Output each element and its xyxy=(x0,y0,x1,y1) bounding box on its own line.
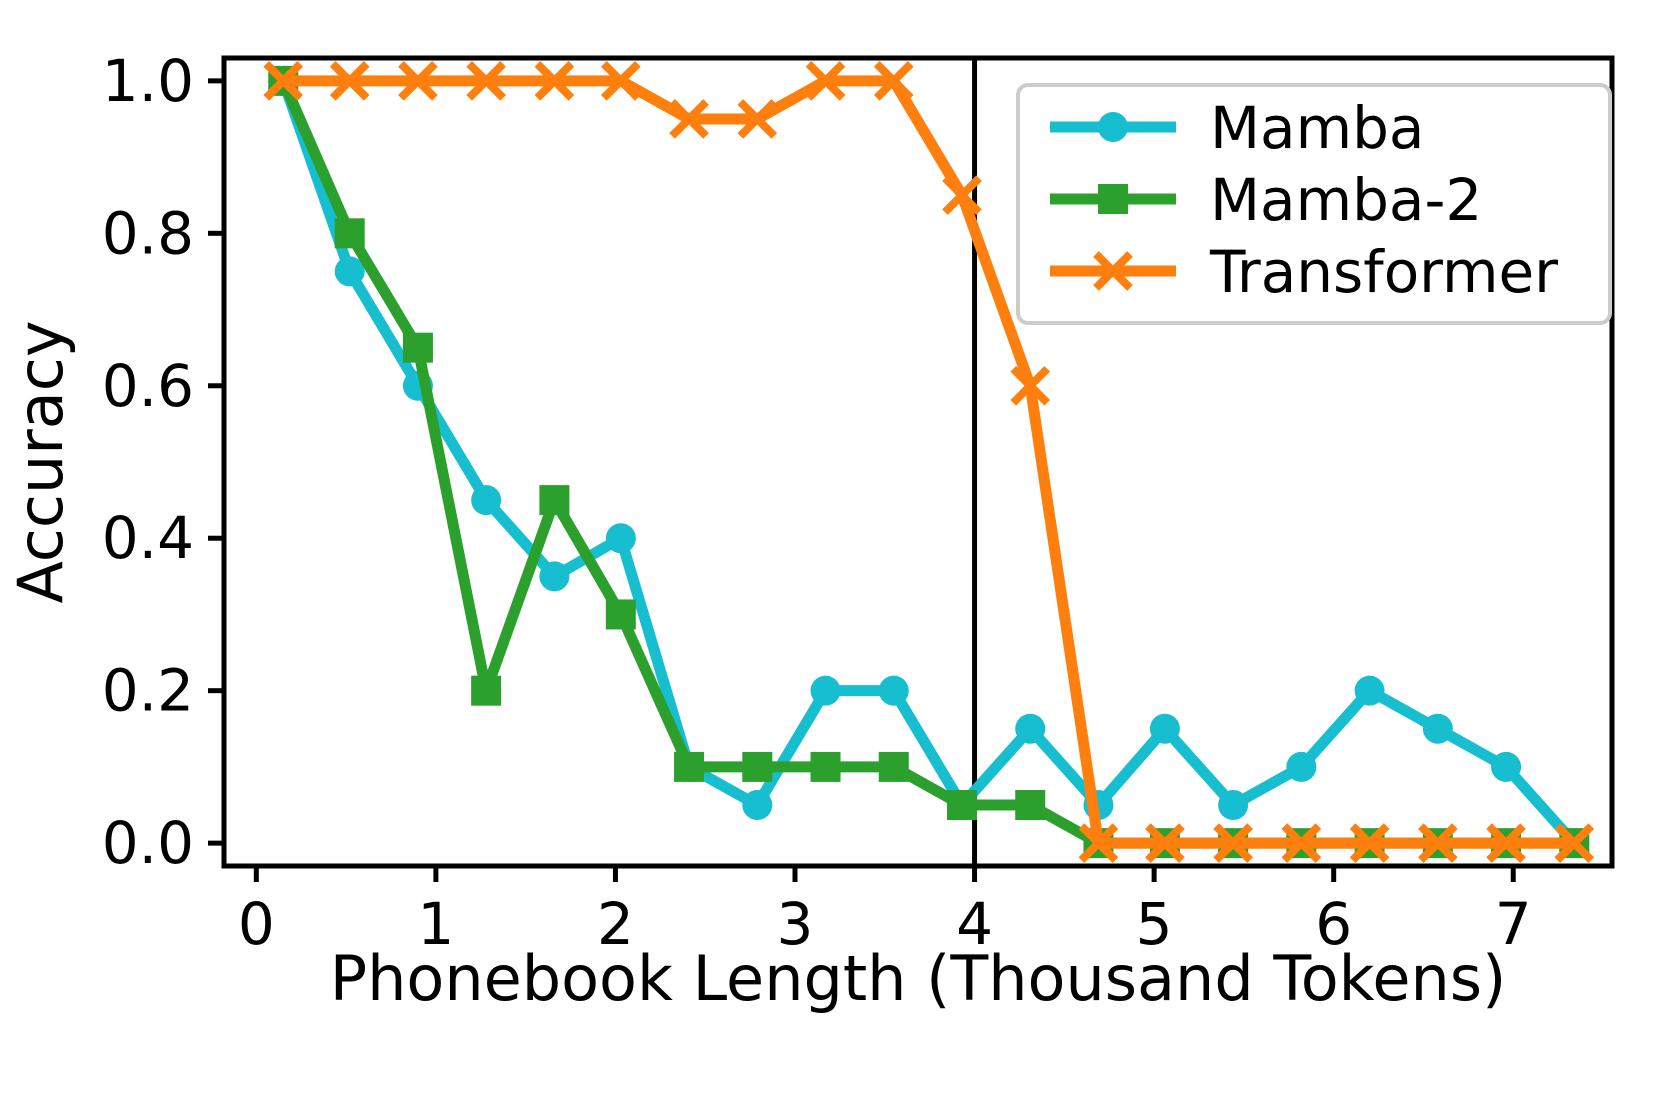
data-point-marker xyxy=(737,99,778,139)
x-tick-label: 3 xyxy=(777,890,814,958)
data-point-marker xyxy=(873,61,914,101)
data-point-marker xyxy=(810,751,841,782)
data-point-marker xyxy=(1281,823,1322,863)
series-line xyxy=(277,75,1580,849)
x-axis-title: Phonebook Length (Thousand Tokens) xyxy=(330,942,1507,1015)
data-point-marker xyxy=(669,99,709,139)
series-transformer xyxy=(263,61,1595,863)
data-point-marker xyxy=(810,675,841,706)
data-point-marker xyxy=(674,751,705,782)
data-point-marker xyxy=(742,790,773,821)
axes-spines xyxy=(221,55,1615,869)
data-point-marker xyxy=(805,61,846,101)
data-point-marker xyxy=(1015,713,1046,744)
data-point-marker xyxy=(1145,823,1185,863)
data-point-marker xyxy=(1213,823,1253,863)
legend-label: Mamba-2 xyxy=(1210,166,1482,234)
data-point-marker xyxy=(1491,751,1522,782)
data-point-marker xyxy=(1286,751,1317,782)
series-layer xyxy=(263,61,1595,863)
x-tick-label: 2 xyxy=(597,890,634,958)
data-point-marker xyxy=(1149,713,1180,744)
data-point-marker xyxy=(878,675,909,706)
legend-item-mamba-2[interactable]: Mamba-2 xyxy=(1050,166,1482,234)
data-point-marker xyxy=(263,61,304,101)
y-tick-label: 0.0 xyxy=(102,809,194,877)
data-point-marker xyxy=(1093,251,1133,291)
legend-label: Mamba xyxy=(1210,94,1424,162)
data-point-marker xyxy=(1349,823,1390,863)
data-point-marker xyxy=(942,175,982,216)
data-point-marker xyxy=(402,332,433,363)
data-point-marker xyxy=(539,485,570,516)
y-tick-label: 1.0 xyxy=(102,47,194,115)
data-point-marker xyxy=(742,751,773,782)
data-point-marker xyxy=(878,751,909,782)
data-point-marker xyxy=(1098,112,1128,142)
legend-item-transformer[interactable]: Transformer xyxy=(1050,238,1558,306)
data-point-marker xyxy=(1015,790,1046,821)
data-point-marker xyxy=(534,61,575,101)
data-point-marker xyxy=(605,599,636,630)
data-point-marker xyxy=(1354,675,1385,706)
data-point-marker xyxy=(334,218,365,249)
y-tick-label: 0.6 xyxy=(102,352,194,420)
data-point-marker xyxy=(605,523,636,554)
data-point-marker xyxy=(1010,365,1051,406)
series-line xyxy=(277,75,1580,849)
data-point-marker xyxy=(1486,823,1526,863)
x-axis-tick-group: 0 1 2 3 4 5 6 7 xyxy=(238,866,1532,958)
data-point-marker xyxy=(398,61,438,101)
y-tick-label: 0.8 xyxy=(102,199,194,267)
x-tick-label: 7 xyxy=(1495,890,1532,958)
data-point-marker xyxy=(1554,823,1595,863)
data-point-marker xyxy=(1098,184,1128,214)
x-tick-label: 6 xyxy=(1315,890,1352,958)
data-point-marker xyxy=(1422,713,1453,744)
data-point-marker xyxy=(1417,823,1458,863)
x-tick-label: 1 xyxy=(417,890,454,958)
y-axis-title: Accuracy xyxy=(4,320,77,603)
x-tick-label: 4 xyxy=(956,890,993,958)
legend-item-mamba[interactable]: Mamba xyxy=(1050,94,1424,162)
data-point-marker xyxy=(329,61,370,101)
data-point-marker xyxy=(471,675,502,706)
data-point-marker xyxy=(600,61,641,101)
legend-background xyxy=(1016,83,1612,325)
data-point-marker xyxy=(334,256,365,287)
y-tick-label: 0.2 xyxy=(102,657,194,725)
data-point-marker xyxy=(1218,790,1249,821)
plot-frame xyxy=(221,55,1615,869)
data-point-marker xyxy=(539,561,570,592)
x-tick-label: 5 xyxy=(1136,890,1173,958)
data-point-marker xyxy=(1078,823,1119,863)
y-axis-tick-group: 0.0 0.2 0.4 0.6 0.8 1.0 xyxy=(102,47,224,877)
data-point-marker xyxy=(471,485,502,516)
x-tick-label: 0 xyxy=(238,890,275,958)
legend-label: Transformer xyxy=(1209,238,1558,306)
data-point-marker xyxy=(946,790,977,821)
y-tick-label: 0.4 xyxy=(102,504,194,572)
data-point-marker xyxy=(466,61,506,101)
